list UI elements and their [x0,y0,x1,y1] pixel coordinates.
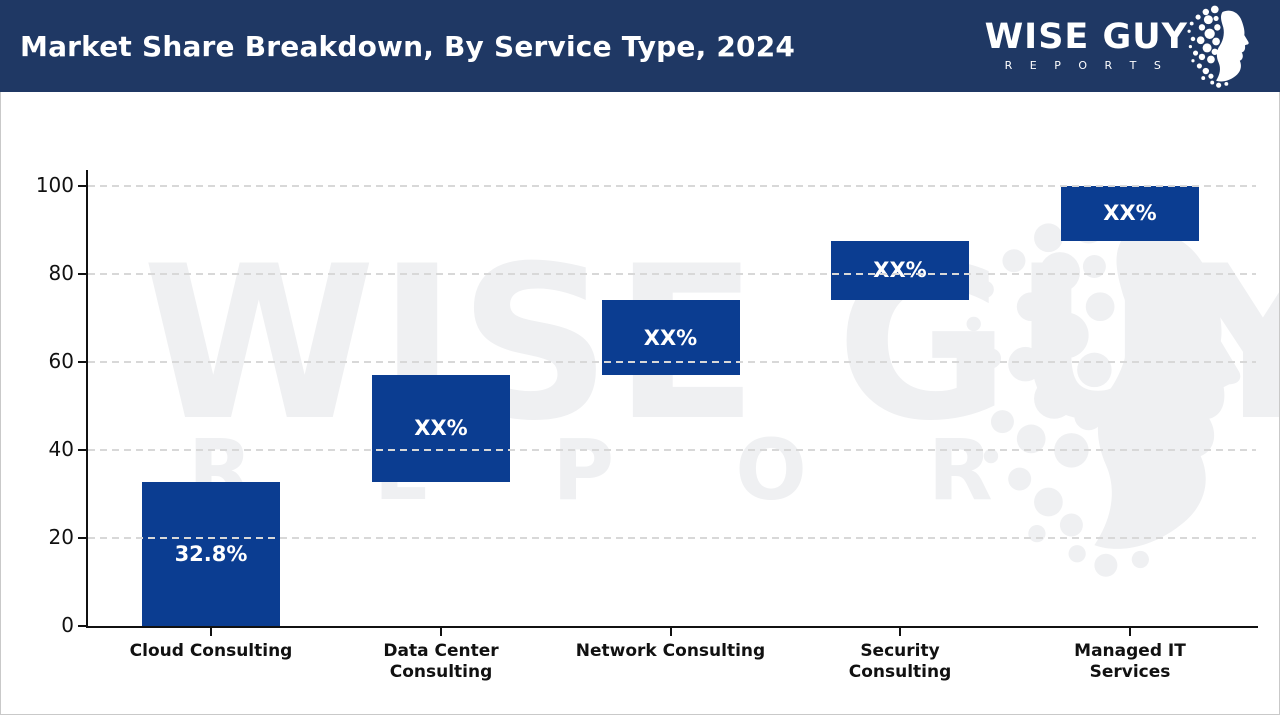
y-axis-tick [78,449,86,451]
y-axis-tick-label: 0 [61,613,74,637]
x-axis-category-label: Network Consulting [575,641,766,661]
page-title: Market Share Breakdown, By Service Type,… [20,29,796,63]
bar-value-label: XX% [643,325,698,350]
gridline-20 [88,537,1256,539]
figure-border-bottom [0,714,1280,715]
x-axis-tick [210,628,212,636]
y-axis-tick-label: 100 [35,173,74,197]
x-axis-line [86,626,1258,628]
bar-value-label: XX% [873,258,927,283]
y-axis-tick-label: 40 [48,437,74,461]
x-axis-category-label: Cloud Consulting [129,641,293,661]
y-axis-tick [78,273,86,275]
gridline-40 [88,449,1256,451]
y-axis-tick-label: 20 [48,525,74,549]
watermark-subtitle: R E P O R T S [188,421,1280,519]
y-axis-tick-label: 80 [48,261,74,285]
gridline-100 [88,185,1256,187]
x-axis-tick [899,628,901,636]
logo-text: WISE GUY R E P O R T S [984,17,1188,73]
y-axis-tick [78,537,86,539]
x-axis-tick [669,628,672,636]
gridline-80 [88,273,1256,275]
x-axis-tick [1129,628,1131,636]
x-axis-category-label: Security Consulting [848,641,952,682]
y-axis-tick [78,625,86,627]
bar-segment-5: XX% [1061,186,1199,241]
bar-value-label: 32.8% [174,541,248,566]
y-axis-line [86,170,88,628]
bar-segment-1: 32.8% [142,481,280,626]
logo-wordmark: WISE GUY [984,17,1188,57]
x-axis-category-label: Managed IT Services [1074,641,1186,682]
x-axis-category-label: Data Center Consulting [383,641,499,682]
figure-border-left [0,92,1,715]
logo-subtitle: R E P O R T S [1004,59,1168,72]
y-axis-tick [78,185,86,187]
y-axis-tick-label: 60 [48,349,74,373]
header-bar: Market Share Breakdown, By Service Type,… [0,0,1280,92]
bar-segment-4: XX% [831,240,969,301]
gridline-60 [88,361,1256,363]
bar-value-label: XX% [414,416,468,441]
watermark-face-icon [966,209,1241,577]
y-axis-tick [78,361,86,363]
bar-segment-2: XX% [372,375,510,482]
wise-guy-reports-logo: WISE GUY R E P O R T S [985,3,1254,89]
bar-value-label: XX% [1103,201,1157,226]
x-axis-tick [440,628,442,636]
bar-segment-3: XX% [601,300,740,376]
wise-guy-face-icon [1187,5,1249,88]
